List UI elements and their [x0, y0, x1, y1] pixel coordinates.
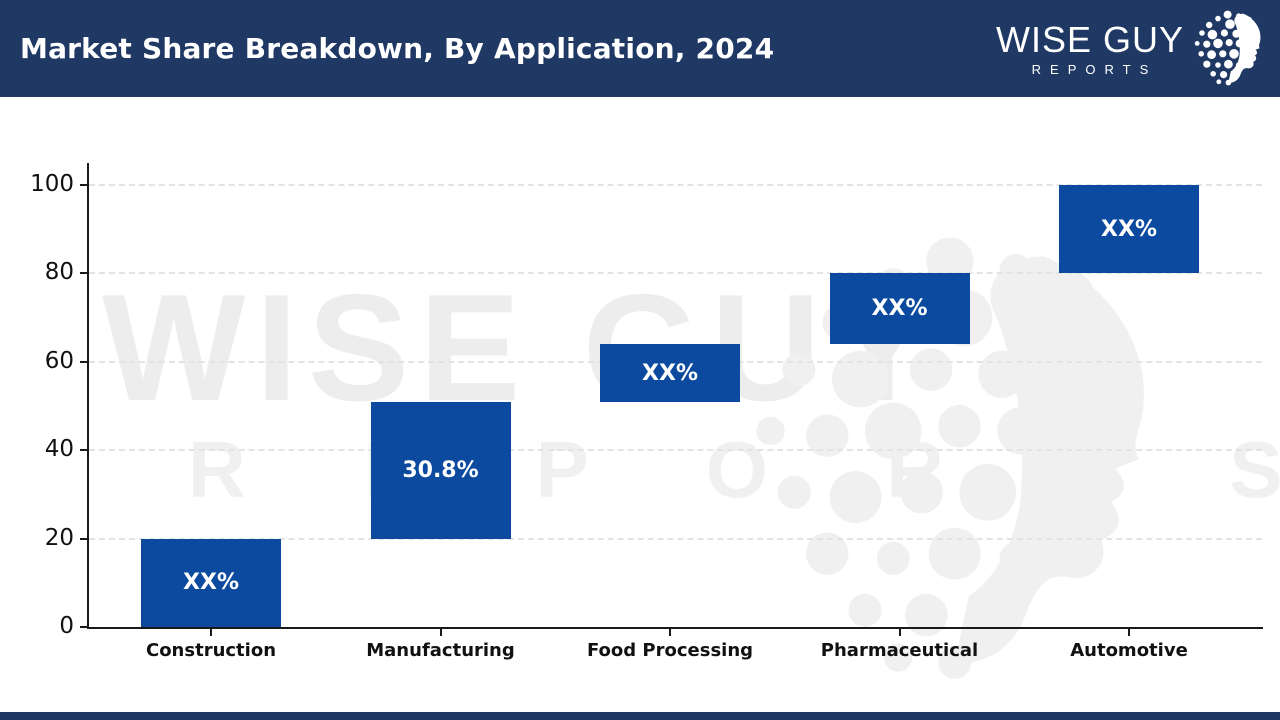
x-axis-line	[87, 627, 1263, 629]
brand-subtitle: REPORTS	[1031, 61, 1158, 77]
y-axis-tick-label: 0	[59, 613, 74, 639]
y-axis-tick	[80, 272, 88, 275]
gridline	[89, 449, 1262, 452]
brand-logo: WISE GUY REPORTS	[996, 5, 1266, 93]
x-axis-tick	[1128, 629, 1130, 636]
bar-value-label: 30.8%	[402, 458, 479, 484]
waterfall-bar-segment: XX%	[1059, 185, 1199, 274]
x-axis-category-label: Manufacturing	[366, 640, 515, 661]
x-axis-category-label: Pharmaceutical	[820, 640, 979, 661]
y-axis-line	[87, 163, 89, 629]
y-axis-tick	[80, 537, 88, 540]
x-axis-tick	[439, 629, 442, 636]
gridline	[89, 272, 1262, 275]
x-axis-category-label: Automotive	[1070, 640, 1188, 661]
y-axis-tick	[80, 360, 88, 363]
dotted-head-logo-icon	[1186, 5, 1266, 93]
bar-value-label: XX%	[1101, 216, 1157, 242]
header-band: Market Share Breakdown, By Application, …	[0, 0, 1280, 97]
y-axis-tick	[80, 184, 88, 186]
brand-logo-text: WISE GUY REPORTS	[995, 18, 1184, 77]
footer-band	[0, 712, 1280, 720]
y-axis-tick-label: 60	[44, 347, 74, 374]
chart-title: Market Share Breakdown, By Application, …	[20, 32, 775, 65]
bar-value-label: XX%	[183, 570, 239, 596]
x-axis-category-label: Food Processing	[586, 640, 754, 661]
watermark-text-line1: WISE GUY	[102, 263, 943, 433]
x-axis-category-label: Construction	[145, 640, 277, 661]
brand-name: WISE GUY	[995, 18, 1184, 60]
y-axis-tick-label: 20	[44, 524, 74, 551]
bar-value-label: XX%	[642, 360, 698, 386]
y-axis-tick-label: 40	[44, 436, 74, 463]
y-axis-tick-label: 80	[44, 259, 74, 286]
x-axis-tick	[669, 629, 671, 636]
gridline	[89, 537, 1262, 540]
y-axis-tick-label: 100	[30, 171, 74, 197]
bar-value-label: XX%	[871, 296, 928, 322]
waterfall-bar-segment: 30.8%	[370, 402, 511, 539]
waterfall-bar-segment: XX%	[600, 344, 740, 403]
x-axis-tick	[210, 629, 212, 636]
y-axis-tick	[80, 626, 88, 628]
x-axis-tick	[898, 629, 901, 636]
gridline	[89, 184, 1262, 186]
waterfall-bar-segment: XX%	[829, 273, 970, 345]
y-axis-tick	[80, 449, 88, 452]
waterfall-bar-segment: XX%	[141, 538, 281, 627]
